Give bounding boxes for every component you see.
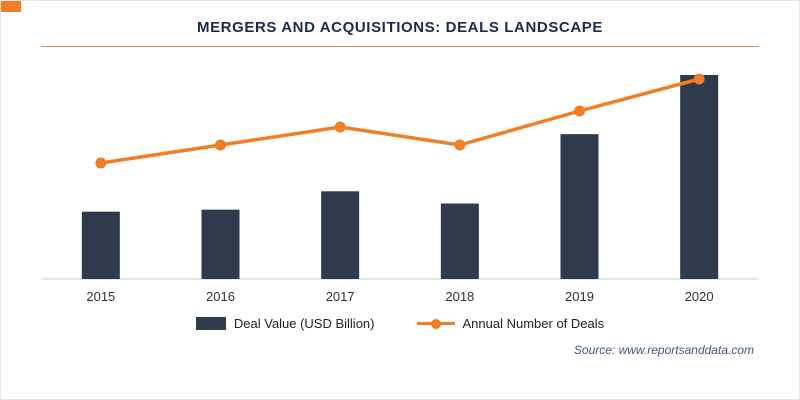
- bar-2017: [321, 191, 360, 279]
- bar-2020: [680, 75, 719, 279]
- legend-line-label: Annual Number of Deals: [462, 316, 605, 331]
- x-tick-label-2016: 2016: [206, 289, 235, 304]
- legend: Deal Value (USD Billion) Annual Number o…: [1, 316, 799, 331]
- title-divider: [41, 46, 759, 47]
- bar-2018: [440, 203, 479, 279]
- corner-accent: [1, 1, 21, 12]
- line-marker-2016: [215, 139, 226, 151]
- x-tick-label-2018: 2018: [445, 289, 474, 304]
- legend-item-deal-value: Deal Value (USD Billion): [195, 316, 375, 331]
- bar-2016: [201, 209, 240, 279]
- x-tick-label-2015: 2015: [86, 289, 115, 304]
- line-marker-2018: [454, 139, 466, 151]
- line-series-swatch: [416, 317, 455, 330]
- bar-series-swatch: [195, 317, 226, 330]
- x-tick-label-2020: 2020: [685, 289, 714, 304]
- bar-2019: [560, 134, 599, 279]
- line-marker-2017: [334, 121, 346, 133]
- line-swatch-marker: [430, 318, 441, 329]
- x-tick-label-2017: 2017: [326, 289, 355, 304]
- bar-2015: [81, 211, 120, 279]
- line-marker-2020: [693, 73, 705, 85]
- legend-bar-label: Deal Value (USD Billion): [233, 316, 375, 331]
- plot-area: 2015 2016 2017 2018 2019 2020: [41, 51, 759, 314]
- chart-title: MERGERS AND ACQUISITIONS: DEALS LANDSCAP…: [196, 19, 603, 36]
- line-marker-2019: [574, 105, 585, 117]
- x-tick-label-2019: 2019: [565, 289, 594, 304]
- combo-chart: 2015 2016 2017 2018 2019 2020: [41, 73, 759, 304]
- source-credit: Source: www.reportsanddata.com: [573, 343, 754, 357]
- line-marker-2015: [95, 157, 107, 169]
- legend-item-annual-deals: Annual Number of Deals: [416, 316, 605, 331]
- annual-deals-line: [99, 77, 701, 165]
